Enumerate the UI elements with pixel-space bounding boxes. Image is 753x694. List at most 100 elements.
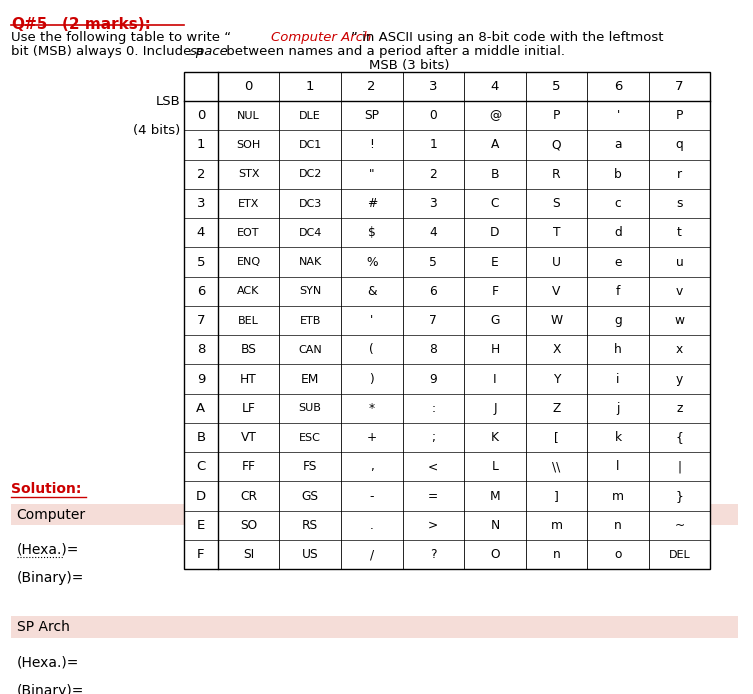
Text: e: e bbox=[614, 255, 622, 269]
Text: h: h bbox=[614, 344, 622, 356]
Text: ]: ] bbox=[554, 490, 559, 502]
Text: N: N bbox=[490, 519, 499, 532]
Text: 2: 2 bbox=[197, 168, 205, 180]
Text: VT: VT bbox=[241, 431, 257, 444]
Text: T: T bbox=[553, 226, 560, 239]
Text: (Binary)=: (Binary)= bbox=[17, 571, 84, 585]
Text: SOH: SOH bbox=[236, 140, 261, 150]
Text: Q#5: Q#5 bbox=[11, 17, 47, 32]
Text: W: W bbox=[550, 314, 562, 327]
Text: 4: 4 bbox=[197, 226, 205, 239]
Text: DC2: DC2 bbox=[298, 169, 322, 179]
Text: %: % bbox=[366, 255, 377, 269]
Text: Q: Q bbox=[552, 139, 561, 151]
Text: 5: 5 bbox=[429, 255, 437, 269]
Text: E: E bbox=[197, 519, 205, 532]
Text: SP: SP bbox=[364, 109, 380, 122]
Text: L: L bbox=[492, 460, 498, 473]
Text: j: j bbox=[617, 402, 620, 415]
Text: a: a bbox=[614, 139, 622, 151]
Text: BEL: BEL bbox=[238, 316, 259, 325]
Text: @: @ bbox=[489, 109, 501, 122]
Text: between names and a period after a middle initial.: between names and a period after a middl… bbox=[221, 44, 565, 58]
Text: ': ' bbox=[370, 314, 373, 327]
Text: K: K bbox=[491, 431, 499, 444]
Text: CR: CR bbox=[240, 490, 257, 502]
Text: ACK: ACK bbox=[237, 287, 260, 296]
Text: STX: STX bbox=[238, 169, 259, 179]
Text: Computer Arch: Computer Arch bbox=[271, 31, 371, 44]
Text: ETX: ETX bbox=[238, 198, 259, 208]
Text: B: B bbox=[197, 431, 206, 444]
Text: F: F bbox=[492, 285, 498, 298]
Text: 1: 1 bbox=[306, 80, 315, 93]
Text: 7: 7 bbox=[429, 314, 437, 327]
Text: i: i bbox=[617, 373, 620, 386]
Text: 7: 7 bbox=[197, 314, 205, 327]
Text: u: u bbox=[675, 255, 684, 269]
Text: BS: BS bbox=[241, 344, 257, 356]
Text: {: { bbox=[675, 431, 684, 444]
Text: 9: 9 bbox=[429, 373, 437, 386]
Text: >: > bbox=[428, 519, 438, 532]
Text: !: ! bbox=[369, 139, 374, 151]
Text: HT: HT bbox=[240, 373, 257, 386]
Text: 9: 9 bbox=[197, 373, 205, 386]
Text: 4: 4 bbox=[429, 226, 437, 239]
Text: FF: FF bbox=[242, 460, 255, 473]
Text: t: t bbox=[677, 226, 682, 239]
Text: .: . bbox=[370, 519, 373, 532]
Text: 4: 4 bbox=[491, 80, 499, 93]
Text: 3: 3 bbox=[197, 197, 205, 210]
Text: M: M bbox=[489, 490, 500, 502]
Bar bbox=[184, 71, 710, 569]
Text: S: S bbox=[553, 197, 560, 210]
Text: ETB: ETB bbox=[300, 316, 321, 325]
Text: x: x bbox=[676, 344, 683, 356]
Text: z: z bbox=[676, 402, 683, 415]
Text: 0: 0 bbox=[197, 109, 205, 122]
Bar bbox=[11, 616, 738, 638]
Text: /: / bbox=[370, 548, 373, 561]
Text: g: g bbox=[614, 314, 622, 327]
Text: A: A bbox=[197, 402, 206, 415]
Text: 2: 2 bbox=[367, 80, 376, 93]
Text: 6: 6 bbox=[197, 285, 205, 298]
Text: P: P bbox=[553, 109, 560, 122]
Text: F: F bbox=[197, 548, 205, 561]
Text: RS: RS bbox=[302, 519, 319, 532]
Text: NUL: NUL bbox=[237, 111, 260, 121]
Text: MSB (3 bits): MSB (3 bits) bbox=[369, 58, 450, 71]
Text: }: } bbox=[675, 490, 684, 502]
Text: 3: 3 bbox=[429, 197, 437, 210]
Text: ?: ? bbox=[430, 548, 437, 561]
Text: +: + bbox=[367, 431, 376, 444]
Text: CAN: CAN bbox=[298, 345, 322, 355]
Text: n: n bbox=[553, 548, 560, 561]
Text: D: D bbox=[196, 490, 206, 502]
Text: 0: 0 bbox=[245, 80, 253, 93]
Text: ;: ; bbox=[431, 431, 435, 444]
Text: 5: 5 bbox=[197, 255, 205, 269]
Text: Solution:: Solution: bbox=[11, 482, 81, 496]
Text: B: B bbox=[491, 168, 499, 180]
Text: SO: SO bbox=[240, 519, 258, 532]
Text: (Hexa.)=: (Hexa.)= bbox=[17, 655, 79, 669]
Text: v: v bbox=[676, 285, 683, 298]
Text: (4 bits): (4 bits) bbox=[133, 124, 180, 137]
Text: 1: 1 bbox=[429, 139, 437, 151]
Text: f: f bbox=[616, 285, 620, 298]
Text: \\: \\ bbox=[553, 460, 560, 473]
Text: #: # bbox=[367, 197, 376, 210]
Text: 6: 6 bbox=[614, 80, 622, 93]
Text: &: & bbox=[367, 285, 376, 298]
Text: :: : bbox=[431, 402, 435, 415]
Text: ': ' bbox=[617, 109, 620, 122]
Text: LSB: LSB bbox=[155, 94, 180, 108]
Text: |: | bbox=[678, 460, 681, 473]
Text: 7: 7 bbox=[675, 80, 684, 93]
Text: (2 marks):: (2 marks): bbox=[62, 17, 151, 32]
Text: y: y bbox=[676, 373, 683, 386]
Text: c: c bbox=[614, 197, 621, 210]
Text: Z: Z bbox=[553, 402, 560, 415]
